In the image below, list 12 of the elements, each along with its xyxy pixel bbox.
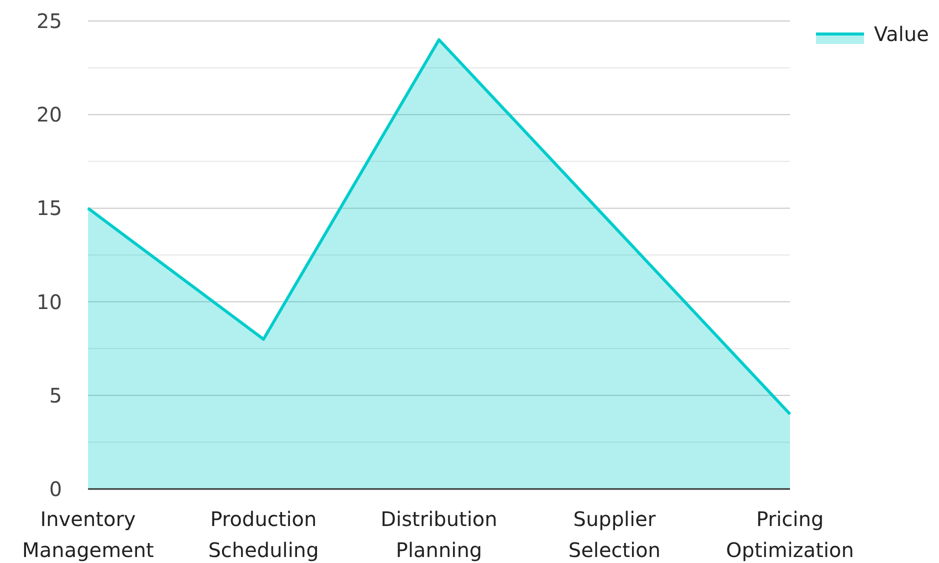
x-tick-label: Inventory Management [22,507,154,562]
y-tick-label: 15 [36,196,62,220]
y-tick-label: 0 [49,477,62,501]
y-tick-label: 5 [49,383,62,408]
y-tick-label: 25 [36,9,62,33]
x-tick-label: Distribution Planning [380,507,498,562]
x-tick-label: Production Scheduling [208,507,319,562]
y-tick-label: 10 [36,290,62,314]
legend-label: Value [874,22,929,46]
x-tick-label: Pricing Optimization [726,507,854,562]
y-tick-label: 20 [36,102,62,127]
x-tick-label: Supplier Selection [568,507,661,562]
